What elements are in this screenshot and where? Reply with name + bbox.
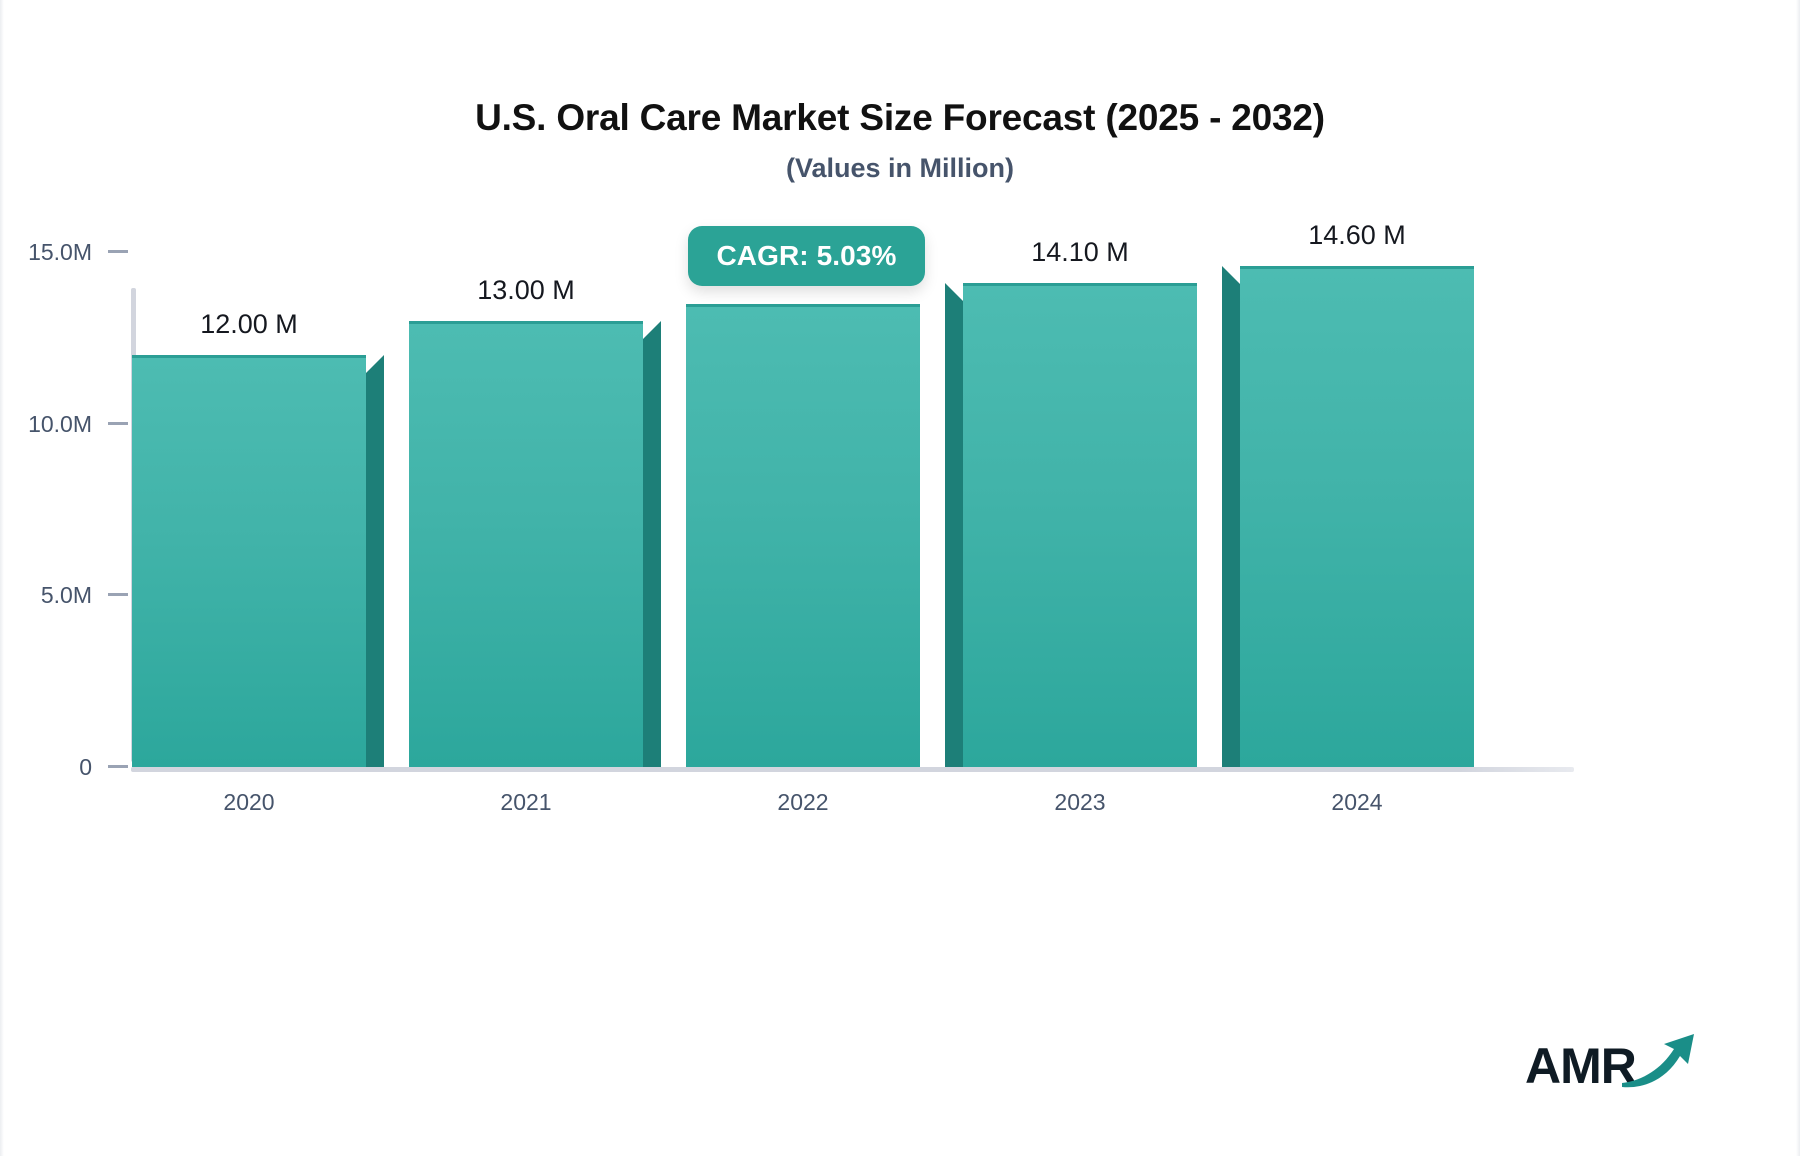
bar[interactable] bbox=[945, 282, 1197, 767]
chart-header: U.S. Oral Care Market Size Forecast (202… bbox=[0, 96, 1800, 186]
y-axis-tick: 15.0M bbox=[0, 239, 128, 265]
chart-subtitle: (Values in Million) bbox=[785, 153, 1015, 183]
x-axis-tick-label: 2022 bbox=[777, 789, 829, 815]
bar-top-bevel bbox=[945, 282, 963, 301]
chart-title: U.S. Oral Care Market Size Forecast (202… bbox=[475, 97, 1325, 138]
bar[interactable] bbox=[686, 303, 920, 767]
bar-top-edge bbox=[409, 320, 643, 324]
amr-logo-text: AMR bbox=[1525, 1038, 1637, 1094]
trending-up-arrow-icon bbox=[1622, 1034, 1694, 1088]
bar-value-label: 12.00 M bbox=[200, 309, 298, 339]
x-axis-tick-label: 2021 bbox=[500, 789, 552, 815]
y-axis-tick-mark bbox=[108, 250, 128, 253]
bar-side-face bbox=[945, 300, 963, 767]
x-axis-line bbox=[131, 767, 1574, 772]
y-axis-tick: 0 bbox=[0, 754, 128, 780]
bar[interactable] bbox=[409, 320, 661, 767]
y-axis-tick-label: 10.0M bbox=[28, 410, 92, 437]
bar-side-face bbox=[643, 338, 661, 767]
card-left-edge bbox=[0, 0, 4, 1156]
y-axis-tick-mark bbox=[108, 421, 128, 425]
bar-side-face bbox=[1222, 283, 1240, 767]
x-axis-tick-label: 2023 bbox=[1054, 789, 1106, 815]
bar[interactable] bbox=[132, 355, 384, 767]
y-axis-tick-label: 0 bbox=[79, 754, 92, 780]
y-axis-tick: 10.0M bbox=[0, 410, 128, 437]
bar-front-face bbox=[963, 282, 1197, 767]
bar-value-label: 13.00 M bbox=[477, 274, 575, 305]
bar-side-face bbox=[366, 373, 384, 767]
cagr-badge-label: CAGR: 5.03% bbox=[716, 240, 897, 271]
bar-top-edge bbox=[132, 355, 366, 358]
bar-top-bevel bbox=[1222, 265, 1240, 284]
y-axis-tick-mark bbox=[108, 765, 128, 768]
bar-top-bevel bbox=[643, 320, 661, 339]
bar-value-label: 14.60 M bbox=[1308, 219, 1406, 250]
bar-top-edge bbox=[963, 282, 1197, 286]
x-axis-tick-label: 2024 bbox=[1331, 789, 1383, 815]
bar-front-face bbox=[409, 320, 643, 767]
amr-logo: AMR bbox=[1525, 1034, 1695, 1105]
bar-top-edge bbox=[686, 303, 920, 307]
card-right-edge bbox=[1796, 0, 1800, 1156]
bar-front-face bbox=[1240, 265, 1474, 767]
y-axis-tick: 5.0M bbox=[0, 582, 128, 609]
y-axis-tick-mark bbox=[108, 593, 128, 597]
cagr-badge: CAGR: 5.03% bbox=[688, 226, 925, 286]
bar[interactable] bbox=[1222, 265, 1474, 767]
y-axis-tick-label: 5.0M bbox=[40, 582, 92, 609]
bar-front-face bbox=[132, 355, 366, 767]
bar-value-label: 14.10 M bbox=[1031, 236, 1129, 267]
y-axis-tick-label: 15.0M bbox=[28, 239, 92, 265]
bar-top-bevel bbox=[366, 355, 384, 373]
x-axis-tick-label: 2020 bbox=[223, 789, 275, 815]
bar-top-edge bbox=[1240, 265, 1474, 269]
bar-front-face bbox=[686, 303, 920, 767]
